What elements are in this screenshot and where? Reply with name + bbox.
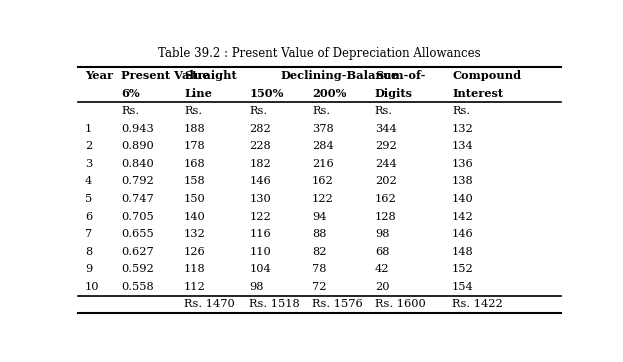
Text: 104: 104 xyxy=(249,264,271,274)
Text: 140: 140 xyxy=(452,194,474,204)
Text: 88: 88 xyxy=(312,229,326,239)
Text: Rs.: Rs. xyxy=(452,106,470,116)
Text: 216: 216 xyxy=(312,159,334,169)
Text: 158: 158 xyxy=(184,176,206,186)
Text: 116: 116 xyxy=(249,229,271,239)
Text: Digits: Digits xyxy=(375,88,413,99)
Text: 378: 378 xyxy=(312,124,334,134)
Text: 162: 162 xyxy=(312,176,334,186)
Text: 162: 162 xyxy=(375,194,397,204)
Text: 344: 344 xyxy=(375,124,397,134)
Text: 132: 132 xyxy=(452,124,474,134)
Text: 122: 122 xyxy=(249,211,271,222)
Text: Line: Line xyxy=(184,88,212,99)
Text: 7: 7 xyxy=(85,229,92,239)
Text: Rs. 1422: Rs. 1422 xyxy=(452,299,503,310)
Text: 20: 20 xyxy=(375,282,389,292)
Text: Rs.: Rs. xyxy=(249,106,267,116)
Text: Declining-Balance: Declining-Balance xyxy=(281,71,399,81)
Text: 142: 142 xyxy=(452,211,474,222)
Text: Rs.: Rs. xyxy=(312,106,330,116)
Text: 134: 134 xyxy=(452,141,474,151)
Text: 202: 202 xyxy=(375,176,397,186)
Text: 126: 126 xyxy=(184,247,206,257)
Text: 118: 118 xyxy=(184,264,206,274)
Text: 0.655: 0.655 xyxy=(121,229,154,239)
Text: 140: 140 xyxy=(184,211,206,222)
Text: 0.943: 0.943 xyxy=(121,124,154,134)
Text: Rs.: Rs. xyxy=(375,106,393,116)
Text: 188: 188 xyxy=(184,124,206,134)
Text: 138: 138 xyxy=(452,176,474,186)
Text: 292: 292 xyxy=(375,141,397,151)
Text: 82: 82 xyxy=(312,247,326,257)
Text: 10: 10 xyxy=(85,282,100,292)
Text: 0.705: 0.705 xyxy=(121,211,154,222)
Text: 130: 130 xyxy=(249,194,271,204)
Text: 228: 228 xyxy=(249,141,271,151)
Text: 150%: 150% xyxy=(249,88,283,99)
Text: 94: 94 xyxy=(312,211,326,222)
Text: 122: 122 xyxy=(312,194,334,204)
Text: 200%: 200% xyxy=(312,88,346,99)
Text: 4: 4 xyxy=(85,176,92,186)
Text: 8: 8 xyxy=(85,247,92,257)
Text: Straight: Straight xyxy=(184,71,237,81)
Text: 3: 3 xyxy=(85,159,92,169)
Text: Year: Year xyxy=(85,71,113,81)
Text: 168: 168 xyxy=(184,159,206,169)
Text: Rs. 1518: Rs. 1518 xyxy=(249,299,300,310)
Text: 146: 146 xyxy=(452,229,474,239)
Text: 78: 78 xyxy=(312,264,326,274)
Text: 2: 2 xyxy=(85,141,92,151)
Text: Sum-of-: Sum-of- xyxy=(375,71,425,81)
Text: 6: 6 xyxy=(85,211,92,222)
Text: 182: 182 xyxy=(249,159,271,169)
Text: 284: 284 xyxy=(312,141,334,151)
Text: 0.558: 0.558 xyxy=(121,282,154,292)
Text: 148: 148 xyxy=(452,247,474,257)
Text: 98: 98 xyxy=(375,229,389,239)
Text: 98: 98 xyxy=(249,282,264,292)
Text: 1: 1 xyxy=(85,124,92,134)
Text: 68: 68 xyxy=(375,247,389,257)
Text: 282: 282 xyxy=(249,124,271,134)
Text: 154: 154 xyxy=(452,282,474,292)
Text: 146: 146 xyxy=(249,176,271,186)
Text: 72: 72 xyxy=(312,282,326,292)
Text: 0.840: 0.840 xyxy=(121,159,154,169)
Text: Rs.: Rs. xyxy=(184,106,202,116)
Text: Present Value: Present Value xyxy=(121,71,210,81)
Text: Compound: Compound xyxy=(452,71,521,81)
Text: Table 39.2 : Present Value of Depreciation Allowances: Table 39.2 : Present Value of Depreciati… xyxy=(158,47,480,60)
Text: Rs. 1576: Rs. 1576 xyxy=(312,299,363,310)
Text: Rs.: Rs. xyxy=(121,106,140,116)
Text: 150: 150 xyxy=(184,194,206,204)
Text: 0.890: 0.890 xyxy=(121,141,154,151)
Text: 9: 9 xyxy=(85,264,92,274)
Text: 132: 132 xyxy=(184,229,206,239)
Text: 110: 110 xyxy=(249,247,271,257)
Text: 42: 42 xyxy=(375,264,389,274)
Text: 112: 112 xyxy=(184,282,206,292)
Text: 0.592: 0.592 xyxy=(121,264,154,274)
Text: Interest: Interest xyxy=(452,88,503,99)
Text: 0.627: 0.627 xyxy=(121,247,154,257)
Text: 5: 5 xyxy=(85,194,92,204)
Text: 178: 178 xyxy=(184,141,206,151)
Text: Rs. 1470: Rs. 1470 xyxy=(184,299,235,310)
Text: Rs. 1600: Rs. 1600 xyxy=(375,299,426,310)
Text: 136: 136 xyxy=(452,159,474,169)
Text: 0.792: 0.792 xyxy=(121,176,154,186)
Text: 244: 244 xyxy=(375,159,397,169)
Text: 0.747: 0.747 xyxy=(121,194,154,204)
Text: 152: 152 xyxy=(452,264,474,274)
Text: 6%: 6% xyxy=(121,88,140,99)
Text: 128: 128 xyxy=(375,211,397,222)
